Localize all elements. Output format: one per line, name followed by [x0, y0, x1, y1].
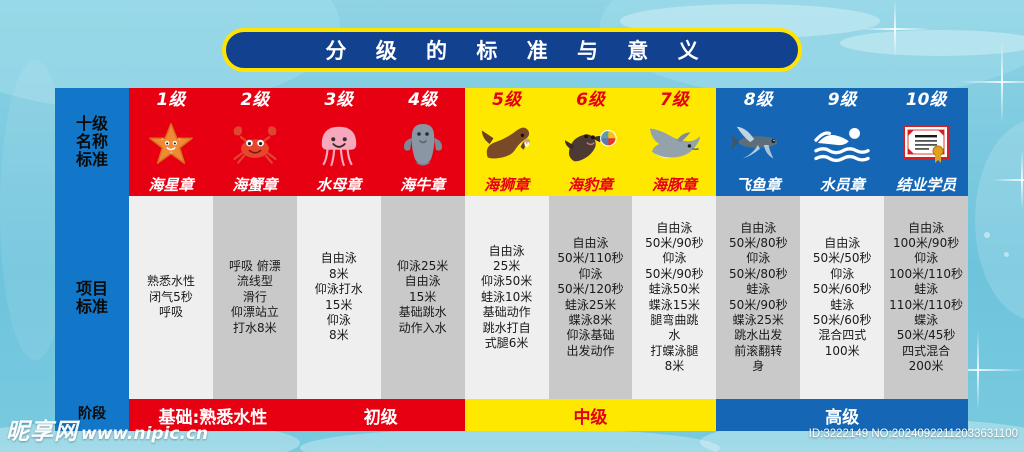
stage-cell-basic: 基础:熟悉水性 — [129, 399, 297, 431]
level-number-1: 1级 — [156, 90, 186, 110]
table-row-criteria: 项目 标准 熟悉水性 闭气5秒 呼吸 呼吸 俯漂 流线型 滑行 仰漂站立 打水8米 自由泳 8… — [55, 196, 969, 399]
criteria-text-10: 自由泳 100米/90秒 仰泳 100米/110秒 蛙泳 110米/110秒 蝶泳 50米/4… — [889, 220, 964, 373]
level-cell-10[interactable]: 10级 — [884, 88, 969, 196]
level-name-1: 海星章 — [148, 176, 194, 194]
bg-sparkle-3 — [860, 0, 930, 58]
stage-cell-intermediate: 中级 — [464, 399, 717, 431]
criteria-text-6: 自由泳 50米/110秒 仰泳 50米/120秒 蛙泳25米 蝶泳8米 仰泳基础 出发动作 — [557, 236, 624, 358]
row-header-names-line2: 名称 — [75, 132, 108, 152]
criteria-cell-2: 呼吸 俯漂 流线型 滑行 仰漂站立 打水8米 — [212, 196, 297, 399]
level-number-10: 10级 — [905, 90, 947, 110]
swimmer-icon — [800, 109, 884, 178]
level-cell-5[interactable]: 5级 海狮章 — [464, 88, 549, 196]
table-row-level-names: 十级 名称 标准 1级 海星章 — [55, 88, 969, 196]
row-header-names-line3: 标准 — [75, 149, 108, 169]
criteria-text-5: 自由泳 25米 仰泳50米 蛙泳10米 基础动作 跳水打自 式腿6米 — [480, 243, 533, 350]
criteria-text-9: 自由泳 50米/50秒 仰泳 50米/60秒 蛙泳 50米/60秒 混合四式 100米 — [812, 236, 872, 358]
criteria-text-1: 熟悉水性 闭气5秒 呼吸 — [146, 274, 195, 320]
stage-cell-advanced: 高级 — [716, 399, 968, 431]
row-header-items: 项目 标准 — [55, 196, 129, 399]
level-number-5: 5级 — [492, 90, 521, 110]
criteria-cell-7: 自由泳 50米/90秒 仰泳 50米/90秒 蛙泳50米 蝶泳15米 腿弯曲跳水打蝶泳腿 8米 — [632, 196, 717, 399]
criteria-cell-5: 自由泳 25米 仰泳50米 蛙泳10米 基础动作 跳水打自 式腿6米 — [464, 196, 549, 399]
level-number-4: 4级 — [408, 90, 438, 110]
level-cell-8[interactable]: 8级 飞鱼章 — [716, 88, 801, 196]
level-number-7: 7级 — [659, 90, 689, 110]
dolphin-icon — [632, 109, 716, 178]
watermark-logo: 昵享网 www.nipic.cn — [6, 412, 208, 446]
bg-wave-4 — [300, 428, 720, 452]
stage-label-intermediate: 中级 — [573, 407, 608, 428]
bg-sparkle-2 — [992, 150, 1024, 210]
crab-icon — [213, 109, 297, 178]
page-title-banner: 分 级 的 标 准 与 意 义 — [222, 28, 802, 72]
level-number-8: 8级 — [743, 90, 773, 110]
criteria-text-8: 自由泳 50米/80秒 仰泳 50米/80秒 蛙泳 50米/90秒 蝶泳25米 跳水出发 前滚翻… — [729, 220, 788, 373]
level-name-2: 海蟹章 — [232, 176, 278, 194]
row-header-items-line1: 项目 — [75, 278, 108, 298]
criteria-cell-8: 自由泳 50米/80秒 仰泳 50米/80秒 蛙泳 50米/90秒 蝶泳25米 跳水出发 前滚翻… — [716, 196, 801, 399]
criteria-cell-10: 自由泳 100米/90秒 仰泳 100米/110秒 蛙泳 110米/110秒 蝶泳 50米/4… — [884, 196, 969, 399]
criteria-cell-9: 自由泳 50米/50秒 仰泳 50米/60秒 蛙泳 50米/60秒 混合四式 100米 — [800, 196, 885, 399]
criteria-cell-4: 仰泳25米 自由泳 15米 基础跳水 动作入水 — [380, 196, 465, 399]
level-cell-4[interactable]: 4级 海牛章 — [380, 88, 465, 196]
level-name-6: 海豹章 — [567, 176, 613, 194]
stage-label-basic: 基础:熟悉水性 — [158, 407, 268, 428]
row-header-stages-label: 阶段 — [78, 406, 106, 423]
level-cell-3[interactable]: 3级 水母章 — [296, 88, 381, 196]
level-number-6: 6级 — [576, 90, 605, 110]
criteria-text-3: 自由泳 8米 仰泳打水 15米 仰泳 8米 — [314, 251, 363, 343]
row-header-items-line2: 标准 — [75, 296, 108, 316]
stage-label-advanced: 高级 — [825, 407, 860, 428]
bg-splash-1 — [984, 232, 990, 238]
watermark-id: ID:3222149 NO:20240922112033631100 — [808, 428, 1018, 440]
level-number-9: 9级 — [827, 90, 857, 110]
jellyfish-icon — [297, 109, 381, 178]
criteria-cell-1: 熟悉水性 闭气5秒 呼吸 — [129, 196, 213, 399]
stage-label-elementary: 初级 — [363, 407, 398, 428]
certificate-icon — [884, 109, 968, 178]
criteria-text-7: 自由泳 50米/90秒 仰泳 50米/90秒 蛙泳50米 蝶泳15米 腿弯曲跳水打蝶泳腿 8米 — [645, 220, 704, 373]
bg-wave-6 — [975, 120, 1024, 320]
level-name-5: 海狮章 — [484, 176, 530, 194]
row-header-names: 十级 名称 标准 — [55, 88, 129, 196]
seal-icon — [549, 109, 633, 178]
page-title: 分 级 的 标 准 与 意 义 — [325, 39, 710, 63]
table-row-stages: 阶段 基础:熟悉水性 初级 中级 高级 — [55, 399, 968, 431]
bg-splash-2 — [1004, 252, 1009, 257]
level-name-3: 水母章 — [316, 176, 362, 194]
level-cell-1[interactable]: 1级 海星章 — [129, 88, 213, 196]
level-number-3: 3级 — [324, 90, 354, 110]
bg-sparkle-1 — [960, 40, 1024, 124]
criteria-text-2: 呼吸 俯漂 流线型 滑行 仰漂站立 打水8米 — [228, 259, 281, 335]
level-name-9: 水员章 — [819, 176, 865, 194]
level-name-4: 海牛章 — [400, 176, 446, 194]
stage-cell-elementary: 初级 — [296, 399, 465, 431]
criteria-cell-3: 自由泳 8米 仰泳打水 15米 仰泳 8米 — [296, 196, 381, 399]
row-header-names-line1: 十级 — [75, 114, 108, 134]
level-cell-2[interactable]: 2级 海蟹章 — [212, 88, 297, 196]
level-name-8: 飞鱼章 — [735, 176, 781, 194]
level-cell-7[interactable]: 7级 海豚章 — [632, 88, 717, 196]
level-name-10: 结业学员 — [896, 176, 957, 194]
row-header-stages: 阶段 — [55, 399, 129, 431]
flyingfish-icon — [716, 109, 800, 178]
starfish-icon — [129, 109, 213, 178]
level-cell-9[interactable]: 9级 水员章 — [800, 88, 885, 196]
watermark-brand: 昵享网 — [6, 419, 78, 445]
watermark-url: www.nipic.cn — [81, 424, 209, 444]
bg-wave-2 — [840, 30, 1024, 56]
criteria-text-4: 仰泳25米 自由泳 15米 基础跳水 动作入水 — [397, 259, 449, 335]
level-cell-6[interactable]: 6级 海豹章 — [548, 88, 633, 196]
level-number-2: 2级 — [240, 90, 270, 110]
sealion-icon — [465, 109, 549, 178]
criteria-cell-6: 自由泳 50米/110秒 仰泳 50米/120秒 蛙泳25米 蝶泳8米 仰泳基础 出发动作 — [548, 196, 633, 399]
manatee-icon — [381, 109, 465, 178]
level-name-7: 海豚章 — [651, 176, 697, 194]
grading-table: 十级 名称 标准 1级 海星章 — [55, 88, 969, 431]
